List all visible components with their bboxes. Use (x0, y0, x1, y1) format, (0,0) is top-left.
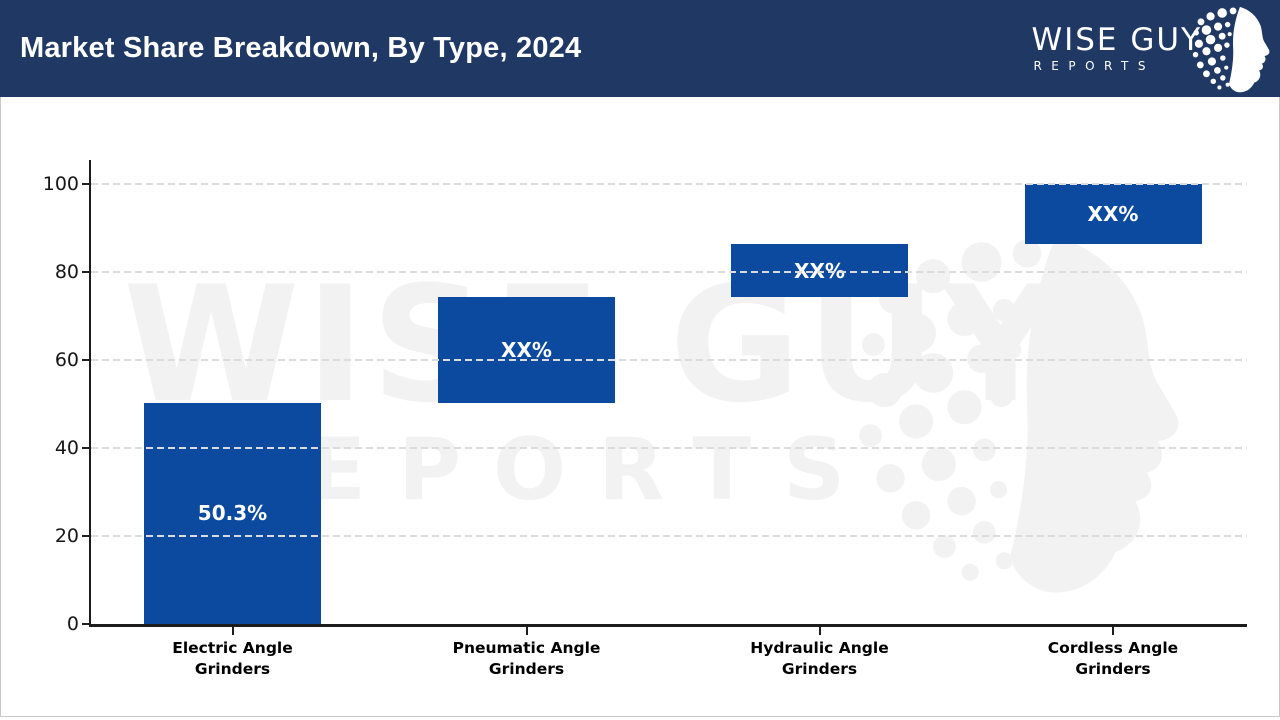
category-label-cordless-angle-grinders: Cordless Angle Grinders (1047, 639, 1179, 678)
y-tick-label-60: 60 (54, 349, 79, 371)
bar-cordless-angle-grinders: XX% (1024, 184, 1202, 245)
bar-value-label-pneumatic-angle-grinders: XX% (501, 337, 552, 362)
y-tick-mark-40 (82, 447, 89, 449)
y-tick-mark-60 (82, 359, 89, 361)
x-tick-mark-electric-angle-grinders (231, 627, 234, 635)
y-tick-mark-20 (82, 535, 89, 537)
brand-wordmark: WISE GUY REPORTS (1031, 21, 1202, 73)
plot-area: 0 20 40 60 80 100 50.3% Electric Angle Grinders X… (43, 160, 1247, 678)
y-tick-label-40: 40 (54, 437, 79, 459)
y-tick-mark-100 (82, 183, 89, 185)
gridline-20 (91, 535, 1247, 537)
bar-value-label-hydraulic-angle-grinders: XX% (794, 258, 845, 283)
category-label-hydraulic-angle-grinders: Hydraulic Angle Grinders (750, 639, 889, 678)
y-tick-label-20: 20 (54, 525, 79, 547)
page-title: Market Share Breakdown, By Type, 2024 (20, 32, 582, 64)
bar-hydraulic-angle-grinders: XX% (731, 244, 908, 298)
bar-electric-angle-grinders: 50.3% (144, 402, 321, 624)
gridline-100 (91, 183, 1247, 185)
x-tick-mark-cordless-angle-grinders (1112, 627, 1114, 635)
x-tick-mark-pneumatic-angle-grinders (525, 627, 528, 635)
y-tick-mark-0 (82, 623, 89, 625)
y-tick-label-100: 100 (42, 173, 79, 195)
bar-pneumatic-angle-grinders: XX% (438, 297, 615, 403)
bar-value-label-cordless-angle-grinders: XX% (1087, 202, 1139, 227)
brand-subname: REPORTS (1033, 58, 1155, 73)
gridline-40 (91, 447, 1247, 449)
brand-name: WISE GUY (1031, 21, 1202, 58)
gridline-60 (91, 359, 1247, 361)
gridline-80 (91, 271, 1247, 273)
header-bar: Market Share Breakdown, By Type, 2024 WI… (0, 0, 1280, 97)
chart-canvas: WISE GUY REPORTS 02040608010050.3%Electr… (0, 97, 1280, 717)
y-tick-label-0: 0 (66, 613, 79, 635)
bar-value-label-electric-angle-grinders: 50.3% (197, 501, 268, 526)
category-label-pneumatic-angle-grinders: Pneumatic Angle Grinders (452, 639, 601, 678)
x-tick-mark-hydraulic-angle-grinders (818, 627, 821, 635)
y-tick-label-80: 80 (54, 261, 79, 283)
category-label-electric-angle-grinders: Electric Angle Grinders (172, 639, 293, 678)
y-tick-mark-80 (82, 271, 89, 273)
brand-logo: WISE GUY REPORTS (1031, 4, 1270, 93)
